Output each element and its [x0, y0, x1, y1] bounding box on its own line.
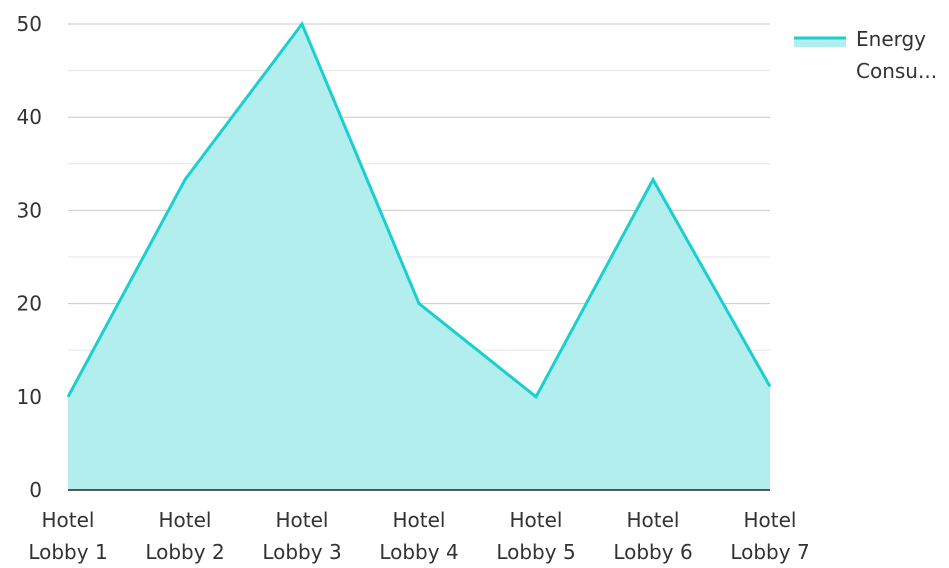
y-tick-label: 30 — [17, 198, 42, 222]
x-tick-label: Hotel — [42, 508, 95, 532]
legend: Energy Consu... — [794, 27, 937, 83]
x-tick-label: Lobby 2 — [145, 540, 224, 564]
y-tick-label: 0 — [29, 478, 42, 502]
y-tick-label: 20 — [17, 292, 42, 316]
x-tick-label: Hotel — [393, 508, 446, 532]
x-tick-label: Lobby 1 — [28, 540, 107, 564]
x-tick-label: Hotel — [627, 508, 680, 532]
y-tick-label: 10 — [17, 385, 42, 409]
series-area-layer — [66, 21, 772, 490]
legend-label-line-2: Consu... — [856, 59, 937, 83]
x-axis-ticks: Hotel Lobby 1 Hotel Lobby 2 Hotel Lobby 3 Hote… — [28, 508, 809, 564]
y-tick-label: 50 — [17, 12, 42, 36]
series-line — [66, 21, 772, 400]
x-tick-label: Hotel — [159, 508, 212, 532]
y-axis-ticks: 0 10 20 30 40 50 — [17, 12, 42, 502]
x-tick-label: Hotel — [510, 508, 563, 532]
series-area-fill — [68, 24, 770, 490]
x-tick-label: Lobby 4 — [379, 540, 458, 564]
x-tick-label: Lobby 5 — [496, 540, 575, 564]
x-tick-label: Lobby 3 — [262, 540, 341, 564]
x-tick-label: Hotel — [276, 508, 329, 532]
x-tick-label: Lobby 6 — [613, 540, 692, 564]
x-tick-label: Hotel — [744, 508, 797, 532]
legend-label-line-1: Energy — [856, 27, 926, 51]
y-tick-label: 40 — [17, 105, 42, 129]
legend-swatch — [794, 38, 846, 47]
x-tick-label: Lobby 7 — [730, 540, 809, 564]
